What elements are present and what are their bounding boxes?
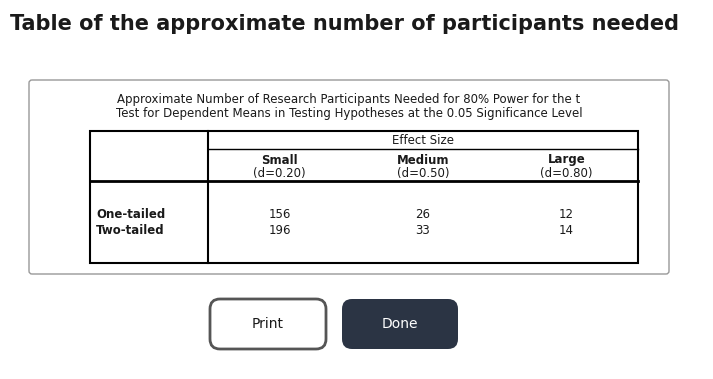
FancyBboxPatch shape [342, 299, 458, 349]
Text: Done: Done [381, 317, 419, 331]
Text: Medium: Medium [396, 153, 449, 166]
FancyBboxPatch shape [29, 80, 669, 274]
Text: Small: Small [262, 153, 298, 166]
Text: 196: 196 [268, 224, 291, 236]
Text: Print: Print [252, 317, 284, 331]
Text: Approximate Number of Research Participants Needed for 80% Power for the t: Approximate Number of Research Participa… [118, 92, 580, 105]
Text: (d=0.80): (d=0.80) [540, 168, 593, 180]
FancyBboxPatch shape [210, 299, 326, 349]
Text: 26: 26 [416, 207, 431, 221]
Text: Table of the approximate number of participants needed: Table of the approximate number of parti… [11, 14, 679, 34]
Bar [90, 131, 638, 263]
Text: (d=0.50): (d=0.50) [396, 168, 449, 180]
Text: Test for Dependent Means in Testing Hypotheses at the 0.05 Significance Level: Test for Dependent Means in Testing Hypo… [116, 106, 583, 119]
Text: Two-tailed: Two-tailed [96, 224, 165, 236]
Text: 12: 12 [559, 207, 574, 221]
Text: 33: 33 [416, 224, 431, 236]
Text: 14: 14 [559, 224, 574, 236]
Text: Large: Large [548, 153, 585, 166]
Text: Effect Size: Effect Size [392, 133, 454, 147]
Text: (d=0.20): (d=0.20) [253, 168, 306, 180]
Text: One-tailed: One-tailed [96, 207, 165, 221]
Text: 156: 156 [269, 207, 291, 221]
